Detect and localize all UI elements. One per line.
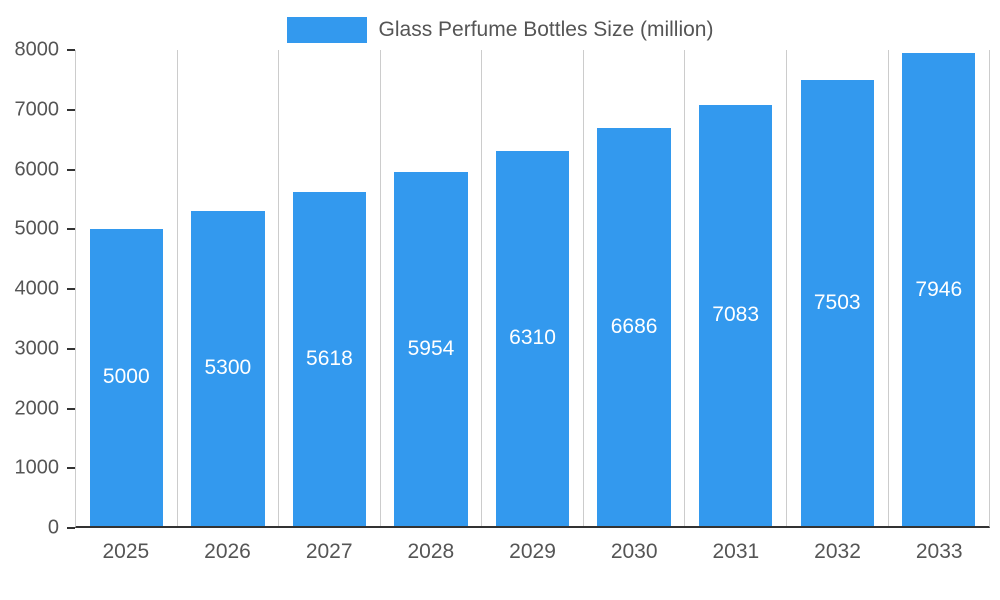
legend-item[interactable]: Glass Perfume Bottles Size (million) (286, 17, 714, 43)
bar[interactable]: 5000 (89, 228, 163, 526)
plot-wrap: 5000 5300 5618 5954 6310 6686 7083 7503 7946 202… (75, 50, 990, 564)
x-axis-tick-label: 2026 (204, 540, 251, 563)
x-axis-tick-label: 2032 (814, 540, 861, 563)
x-axis-tick-label: 2030 (610, 540, 658, 563)
legend-label: Glass Perfume Bottles Size (million) (378, 18, 714, 41)
bar[interactable]: 7946 (902, 53, 976, 526)
x-axis: 2025 2026 2027 2028 2029 2030 2031 2032 2033 (75, 540, 990, 564)
y-axis-tick-label: 2000 (14, 397, 60, 419)
chart-body: 0 1000 2000 3000 4000 5000 6000 7000 8000 5000 53… (0, 39, 1000, 564)
y-axis-tick-mark (67, 407, 75, 410)
bar-column: 7503 (787, 50, 889, 526)
bar-column: 5954 (381, 50, 483, 526)
y-axis-tick-label: 5000 (14, 217, 60, 240)
y-axis-tick-mark (67, 49, 75, 51)
bar-value-label: 6310 (509, 326, 556, 350)
bar-value-label: 6686 (610, 315, 658, 339)
y-axis-tick-label: 0 (47, 516, 59, 539)
y-axis-tick-mark (67, 347, 75, 350)
y-axis-tick-mark (67, 467, 75, 470)
legend: Glass Perfume Bottles Size (million) (0, 0, 1000, 44)
bar-column: 6310 (482, 50, 584, 526)
bar-column: 5300 (178, 50, 280, 526)
bar-value-label: 7946 (915, 277, 963, 301)
y-axis-tick-mark (67, 527, 75, 529)
y-axis-tick-mark (67, 108, 75, 111)
bar-value-label: 5618 (306, 346, 353, 370)
bar[interactable]: 7083 (698, 104, 773, 526)
x-axis-tick-label: 2029 (509, 540, 556, 563)
bar[interactable]: 5300 (191, 210, 265, 526)
bar[interactable]: 5954 (394, 171, 468, 526)
bar-value-label: 7503 (813, 290, 861, 314)
y-axis-tick-mark (67, 168, 75, 171)
x-axis-tick-label: 2028 (407, 540, 455, 563)
bar-value-label: 5000 (102, 365, 150, 389)
x-axis-tick-label: 2025 (102, 540, 150, 563)
x-axis-tick-label: 2027 (305, 540, 353, 563)
bar-value-label: 7083 (712, 303, 760, 327)
bar-value-label: 5300 (204, 356, 252, 380)
x-axis-tick-label: 2031 (712, 540, 760, 563)
bar[interactable]: 6310 (495, 150, 570, 526)
y-axis-tick-label: 6000 (14, 158, 60, 180)
y-axis-tick-label: 7000 (14, 98, 60, 121)
y-axis-tick-label: 8000 (14, 38, 60, 61)
bar-column: 6686 (584, 50, 686, 526)
y-axis-tick-label: 3000 (14, 337, 60, 360)
bar[interactable]: 5618 (292, 191, 367, 526)
bar[interactable]: 7503 (800, 79, 874, 526)
bar-column: 5618 (279, 50, 381, 526)
bar-column: 7946 (889, 50, 990, 526)
x-axis-tick-label: 2033 (915, 540, 963, 563)
y-axis-tick-mark (67, 288, 75, 290)
bar-column: 7083 (685, 50, 787, 526)
plot-area: 5000 5300 5618 5954 6310 6686 7083 7503 7946 (75, 50, 990, 528)
bar-column: 5000 (76, 50, 178, 526)
y-axis-tick-label: 1000 (14, 456, 60, 479)
bar[interactable]: 6686 (597, 128, 671, 526)
y-axis: 0 1000 2000 3000 4000 5000 6000 7000 8000 (0, 39, 75, 539)
legend-swatch (286, 17, 367, 43)
bar-value-label: 5954 (407, 336, 455, 360)
y-axis-tick-mark (67, 228, 75, 231)
y-axis-tick-label: 4000 (14, 277, 60, 300)
